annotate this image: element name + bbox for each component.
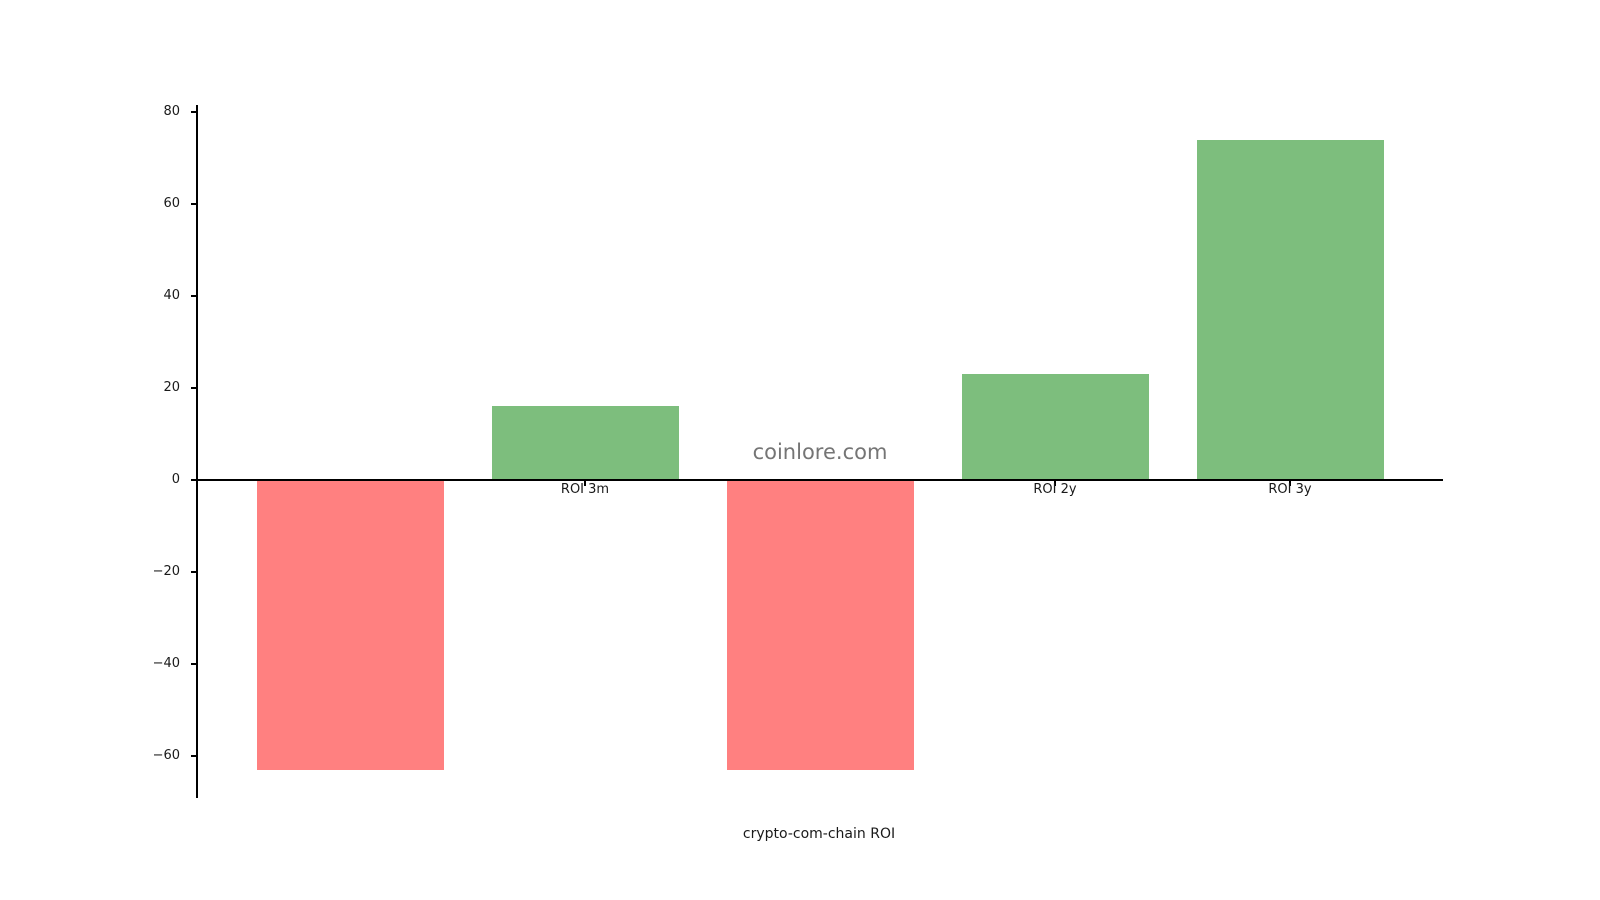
y-axis-tick [191,387,196,389]
x-axis-tick [1289,480,1291,486]
x-axis-tick [584,480,586,486]
y-axis-tick [191,203,196,205]
y-axis-tick [191,111,196,113]
y-axis-tick-label: 0 [171,472,180,487]
y-axis-tick [191,663,196,665]
bar-roi-3y [1196,139,1384,480]
y-axis-tick [191,571,196,573]
x-axis-zero-line [196,479,1443,481]
bar-roi-3m [491,406,679,480]
x-axis-tick-label: ROI 3m [560,482,610,497]
bar-unlabeled-2 [726,480,914,770]
y-axis-tick-label: 20 [163,380,180,395]
y-axis-tick-label: 40 [163,288,180,303]
x-axis-tick-label: ROI 3y [1268,482,1312,497]
y-axis-tick-label: 60 [163,196,180,211]
x-axis-tick-label: ROI 2y [1033,482,1077,497]
y-axis-tick [191,755,196,757]
y-axis-tick-label: −20 [152,564,180,579]
y-axis-tick [191,295,196,297]
chart-title: crypto-com-chain ROI [742,826,896,842]
y-axis-tick-label: −60 [152,748,180,763]
y-axis-tick-label: −40 [152,656,180,671]
x-axis-tick [1054,480,1056,486]
bar-unlabeled-0 [256,480,444,770]
y-axis-line [196,105,198,798]
bar-roi-2y [961,374,1149,480]
watermark: coinlore.com [752,440,888,464]
y-axis-tick [191,479,196,481]
y-axis-tick-label: 80 [163,104,180,119]
